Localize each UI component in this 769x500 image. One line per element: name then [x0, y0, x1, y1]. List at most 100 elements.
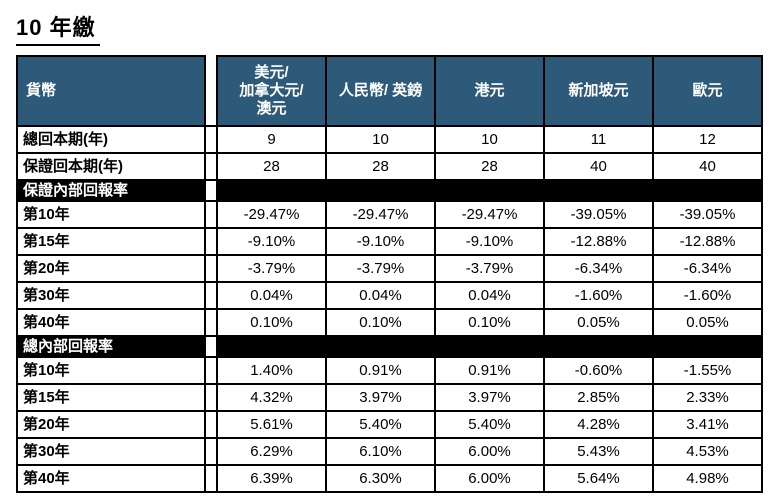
irr-table: 貨幣 美元/ 加拿大元/ 澳元 人民幣/ 英鎊 港元 新加坡元 歐元 總回本期(…	[16, 55, 763, 493]
data-cell: 5.43%	[543, 437, 654, 466]
data-cell: 4.53%	[652, 437, 763, 466]
data-cell: 28	[216, 152, 327, 181]
data-cell: -29.47%	[216, 200, 327, 229]
header-row: 貨幣 美元/ 加拿大元/ 澳元 人民幣/ 英鎊 港元 新加坡元 歐元	[16, 55, 763, 127]
data-cell: 10	[325, 125, 436, 154]
data-cell: 11	[543, 125, 654, 154]
column-gap	[204, 356, 218, 385]
table-row: 第20年 5.61% 5.40% 5.40% 4.28% 3.41%	[16, 410, 763, 439]
data-cell: 5.40%	[325, 410, 436, 439]
column-header: 人民幣/ 英鎊	[325, 55, 436, 127]
column-gap	[204, 179, 218, 202]
section-row: 保證內部回報率	[16, 179, 763, 202]
data-cell: 6.10%	[325, 437, 436, 466]
row-label: 第20年	[16, 410, 206, 439]
data-cell: -9.10%	[434, 227, 545, 256]
data-cell: 40	[543, 152, 654, 181]
data-cell: -12.88%	[652, 227, 763, 256]
table-row: 第20年 -3.79% -3.79% -3.79% -6.34% -6.34%	[16, 254, 763, 283]
data-cell: -29.47%	[434, 200, 545, 229]
data-cell: 0.10%	[216, 308, 327, 337]
data-cell: 10	[434, 125, 545, 154]
table-row: 保證回本期(年) 28 28 28 40 40	[16, 152, 763, 181]
data-cell: 3.41%	[652, 410, 763, 439]
data-cell: -1.60%	[652, 281, 763, 310]
data-cell: -9.10%	[325, 227, 436, 256]
data-cell: 0.91%	[325, 356, 436, 385]
column-header: 美元/ 加拿大元/ 澳元	[216, 55, 327, 127]
column-gap	[204, 152, 218, 181]
row-label: 第10年	[16, 356, 206, 385]
section-header: 總內部回報率	[16, 335, 206, 358]
data-cell: 5.40%	[434, 410, 545, 439]
data-cell: 6.00%	[434, 464, 545, 493]
data-cell: 6.00%	[434, 437, 545, 466]
row-label: 第10年	[16, 200, 206, 229]
column-gap	[204, 308, 218, 337]
data-cell: 4.28%	[543, 410, 654, 439]
data-cell: -0.60%	[543, 356, 654, 385]
section-bar	[216, 335, 763, 358]
data-cell: 4.98%	[652, 464, 763, 493]
column-gap	[204, 335, 218, 358]
column-gap	[204, 200, 218, 229]
corner-header: 貨幣	[16, 55, 206, 127]
table-row: 第15年 4.32% 3.97% 3.97% 2.85% 2.33%	[16, 383, 763, 412]
data-cell: 4.32%	[216, 383, 327, 412]
data-cell: 0.05%	[652, 308, 763, 337]
section-row: 總內部回報率	[16, 335, 763, 358]
table-row: 第30年 0.04% 0.04% 0.04% -1.60% -1.60%	[16, 281, 763, 310]
table-row: 第40年 0.10% 0.10% 0.10% 0.05% 0.05%	[16, 308, 763, 337]
column-gap	[204, 227, 218, 256]
section-bar	[216, 179, 763, 202]
data-cell: 1.40%	[216, 356, 327, 385]
data-cell: 9	[216, 125, 327, 154]
data-cell: 40	[652, 152, 763, 181]
row-label: 第40年	[16, 308, 206, 337]
row-label: 第30年	[16, 437, 206, 466]
table-row: 總回本期(年) 9 10 10 11 12	[16, 125, 763, 154]
row-label: 第30年	[16, 281, 206, 310]
table-row: 第15年 -9.10% -9.10% -9.10% -12.88% -12.88…	[16, 227, 763, 256]
data-cell: 5.64%	[543, 464, 654, 493]
row-label: 第20年	[16, 254, 206, 283]
data-cell: 6.39%	[216, 464, 327, 493]
table-row: 第40年 6.39% 6.30% 6.00% 5.64% 4.98%	[16, 464, 763, 493]
data-cell: 2.33%	[652, 383, 763, 412]
data-cell: 0.10%	[325, 308, 436, 337]
row-label: 總回本期(年)	[16, 125, 206, 154]
row-label: 第15年	[16, 383, 206, 412]
table-row: 第10年 1.40% 0.91% 0.91% -0.60% -1.55%	[16, 356, 763, 385]
column-gap	[205, 56, 217, 126]
page-title: 10 年繳	[16, 10, 100, 46]
column-header: 歐元	[652, 55, 763, 127]
column-header: 新加坡元	[543, 55, 654, 127]
data-cell: 0.10%	[434, 308, 545, 337]
data-cell: 0.04%	[216, 281, 327, 310]
column-gap	[204, 281, 218, 310]
table-row: 第10年 -29.47% -29.47% -29.47% -39.05% -39…	[16, 200, 763, 229]
data-cell: -12.88%	[543, 227, 654, 256]
column-gap	[204, 437, 218, 466]
column-gap	[204, 410, 218, 439]
data-cell: 6.30%	[325, 464, 436, 493]
section-header: 保證內部回報率	[16, 179, 206, 202]
data-cell: -6.34%	[543, 254, 654, 283]
data-cell: -3.79%	[434, 254, 545, 283]
column-gap	[204, 125, 218, 154]
column-gap	[204, 464, 218, 493]
data-cell: -3.79%	[325, 254, 436, 283]
column-gap	[204, 254, 218, 283]
row-label: 保證回本期(年)	[16, 152, 206, 181]
data-cell: -1.60%	[543, 281, 654, 310]
data-cell: 3.97%	[434, 383, 545, 412]
column-gap	[204, 383, 218, 412]
row-label: 第15年	[16, 227, 206, 256]
data-cell: -3.79%	[216, 254, 327, 283]
column-header: 港元	[434, 55, 545, 127]
data-cell: -39.05%	[652, 200, 763, 229]
data-cell: -39.05%	[543, 200, 654, 229]
data-cell: -9.10%	[216, 227, 327, 256]
data-cell: -6.34%	[652, 254, 763, 283]
